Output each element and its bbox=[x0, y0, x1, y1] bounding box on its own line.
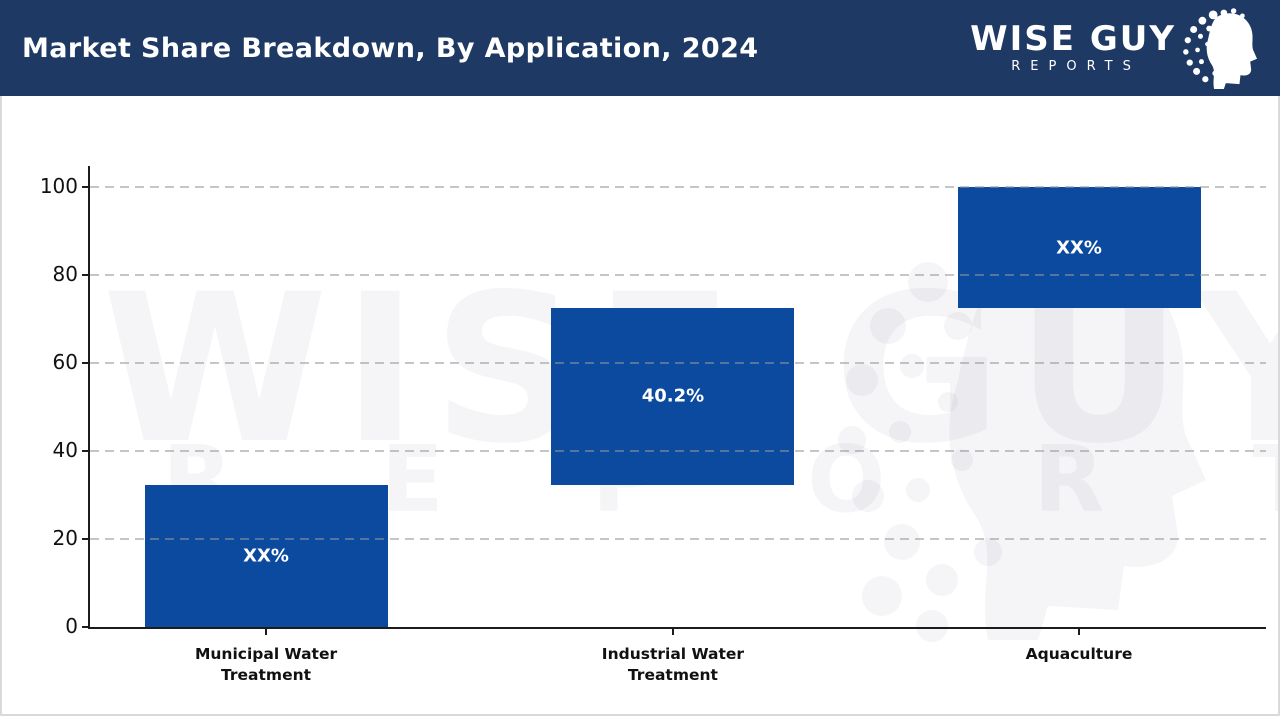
x-tick-mark bbox=[265, 629, 268, 635]
category-label-aquaculture: Aquaculture bbox=[1025, 645, 1133, 663]
bar-value-label: XX% bbox=[243, 545, 289, 567]
bar-municipal-water-treatment bbox=[144, 484, 388, 627]
watermark-head-icon bbox=[838, 222, 1206, 642]
y-tick-mark-40 bbox=[82, 450, 90, 452]
bar-value-label: 40.2% bbox=[641, 385, 705, 407]
y-tick-label-100: 100 bbox=[39, 174, 78, 198]
y-tick-label-20: 20 bbox=[52, 526, 78, 550]
x-axis-line bbox=[88, 627, 1266, 629]
logo-text: WISE GUY REPORTS bbox=[970, 22, 1176, 74]
y-tick-mark-100 bbox=[82, 186, 90, 188]
y-tick-label-80: 80 bbox=[52, 262, 78, 286]
x-tick-mark bbox=[1078, 629, 1081, 635]
x-tick-mark bbox=[671, 629, 674, 635]
page-title: Market Share Breakdown, By Application, … bbox=[22, 32, 759, 64]
y-tick-mark-20 bbox=[82, 538, 90, 540]
gridline-100 bbox=[90, 186, 1266, 188]
header-bar: Market Share Breakdown, By Application, … bbox=[0, 0, 1280, 96]
bar-industrial-water-treatment bbox=[551, 308, 795, 485]
plot-region: 0 20 40 60 80 100 XX% Municipal Water Treatment 4… bbox=[40, 166, 1266, 684]
bar-value-label: XX% bbox=[1056, 237, 1102, 258]
logo-wordmark: WISE GUY bbox=[970, 19, 1176, 59]
chart-area: WISE GUY R E P O R T S 020406080100XX%Mu… bbox=[0, 96, 1280, 716]
gridline-40 bbox=[90, 450, 1266, 452]
dotted-head-profile-icon bbox=[1183, 8, 1258, 89]
wise-guy-reports-logo: WISE GUY REPORTS bbox=[970, 7, 1258, 89]
y-tick-label-40: 40 bbox=[52, 438, 78, 462]
y-tick-mark-60 bbox=[82, 362, 90, 364]
y-tick-label-60: 60 bbox=[52, 350, 78, 374]
gridline-60 bbox=[90, 362, 1266, 364]
category-label-industrial-water-treatment: Industrial Water Treatment bbox=[601, 645, 745, 684]
logo-subtitle: REPORTS bbox=[1011, 59, 1141, 74]
y-tick-mark-0 bbox=[82, 626, 90, 628]
y-tick-mark-80 bbox=[82, 274, 90, 276]
gridline-80 bbox=[90, 274, 1266, 276]
y-tick-label-0: 0 bbox=[65, 614, 78, 638]
category-label-municipal-water-treatment: Municipal Water Treatment bbox=[194, 645, 338, 684]
gridline-20 bbox=[90, 538, 1266, 540]
y-axis-line bbox=[88, 166, 90, 629]
bar-aquaculture bbox=[957, 187, 1201, 308]
